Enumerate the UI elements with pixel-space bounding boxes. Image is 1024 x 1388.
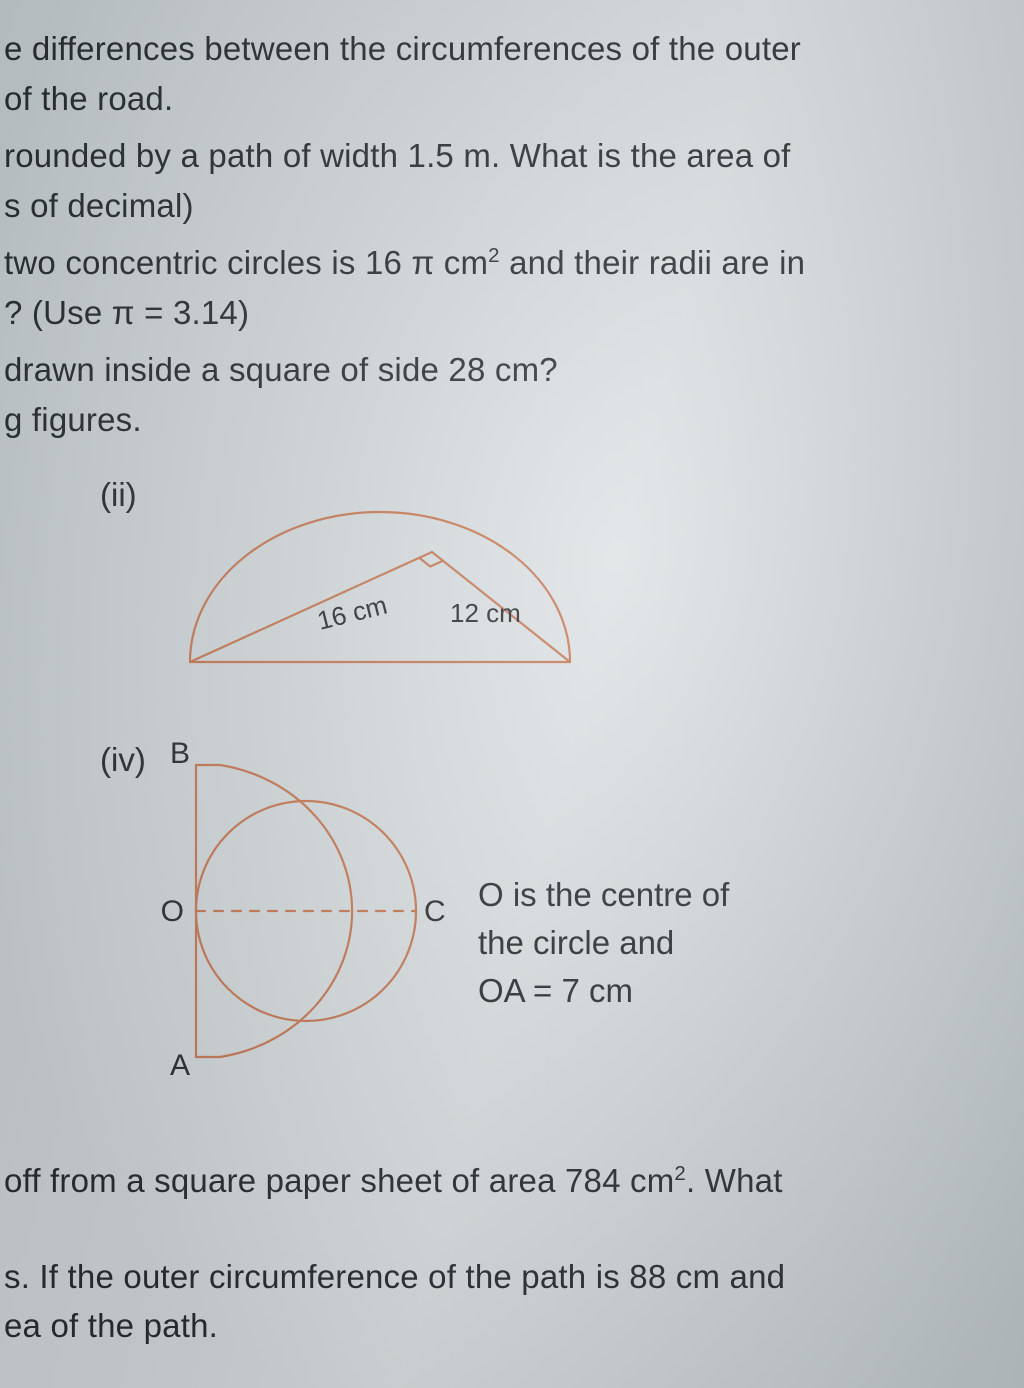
caption-line: O is the centre of	[478, 871, 729, 919]
figure-iv-svg: B A O C	[160, 741, 460, 1081]
spacer	[0, 1206, 1024, 1252]
figure-number-ii: (ii)	[0, 472, 160, 514]
text-line: ea of the path.	[0, 1301, 1024, 1351]
paragraph-3: two concentric circles is 16 π cm2 and t…	[0, 238, 1024, 337]
text-line: rounded by a path of width 1.5 m. What i…	[0, 131, 1024, 181]
text-line: s. If the outer circumference of the pat…	[0, 1252, 1024, 1302]
caption-line: the circle and	[478, 919, 729, 967]
text-line: s of decimal)	[0, 181, 1024, 231]
text-span: two concentric circles is 16 π cm	[4, 244, 488, 281]
text-line: ? (Use π = 3.14)	[0, 288, 1024, 338]
figure-ii-row: (ii) 16 cm 12 cm	[0, 472, 1024, 697]
paragraph-4: drawn inside a square of side 28 cm? g f…	[0, 345, 1024, 444]
footer-paragraphs: off from a square paper sheet of area 78…	[0, 1156, 1024, 1351]
figure-iv: B A O C	[160, 741, 460, 1086]
figure-iv-caption: O is the centre of the circle and OA = 7…	[460, 741, 729, 1015]
text-line: g figures.	[0, 395, 1024, 445]
svg-text:16 cm: 16 cm	[314, 590, 390, 636]
text-line: drawn inside a square of side 28 cm?	[0, 345, 1024, 395]
paragraph-2: rounded by a path of width 1.5 m. What i…	[0, 131, 1024, 230]
figure-ii: 16 cm 12 cm	[160, 472, 600, 697]
text-span: off from a square paper sheet of area 78…	[4, 1162, 674, 1199]
text-line: two concentric circles is 16 π cm2 and t…	[0, 238, 1024, 288]
figure-iv-row: (iv) B A O C O is the centre of the circle …	[0, 741, 1024, 1086]
superscript-2: 2	[674, 1162, 686, 1185]
text-span: . What	[686, 1162, 783, 1199]
text-line: of the road.	[0, 74, 1024, 124]
svg-text:B: B	[170, 741, 190, 770]
svg-text:12 cm: 12 cm	[450, 598, 521, 628]
svg-text:C: C	[424, 895, 446, 928]
svg-text:A: A	[170, 1049, 190, 1081]
text-span: and their radii are in	[500, 244, 805, 281]
caption-line: OA = 7 cm	[478, 967, 729, 1015]
text-line: e differences between the circumferences…	[0, 24, 1024, 74]
paragraph-1: e differences between the circumferences…	[0, 24, 1024, 123]
svg-text:O: O	[161, 895, 184, 928]
superscript-2: 2	[488, 244, 500, 267]
figure-ii-svg: 16 cm 12 cm	[160, 472, 600, 692]
figure-number-iv: (iv)	[0, 741, 160, 779]
text-line: off from a square paper sheet of area 78…	[0, 1156, 1024, 1206]
